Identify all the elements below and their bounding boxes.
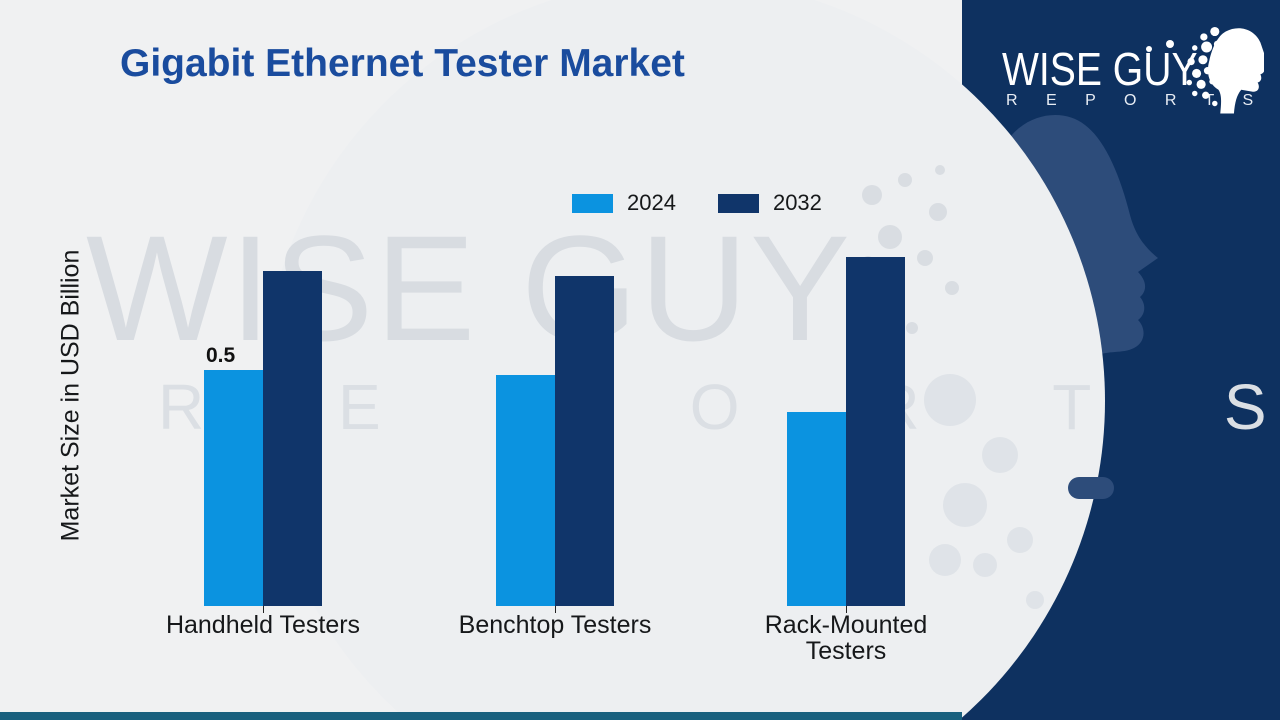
decorative-blob [973,553,997,577]
brand-accent-dot [1146,46,1152,52]
watermark-dot [929,203,947,221]
decorative-blob [1007,527,1033,553]
watermark-dot [862,185,882,205]
logo-head-icon [1186,26,1264,114]
watermark-wise-guy: WISE GUY [86,204,853,372]
watermark-dot [898,173,912,187]
brand-reports-text: R E P O R T S [1006,92,1266,109]
decorative-blob [1026,591,1044,609]
x-axis-tick [846,606,847,613]
legend-item-2032: 2032 [717,190,822,216]
decorative-blob [924,374,976,426]
legend-label: 2024 [627,190,676,215]
bottom-accent-bar [0,712,962,720]
watermark-dot [945,281,959,295]
decorative-blob [943,483,987,527]
page-title: Gigabit Ethernet Tester Market [120,42,685,85]
decorative-blob [982,437,1018,473]
bar-value-label: 0.5 [206,344,236,367]
legend-swatch [572,193,613,213]
brand-wordmark: WISE GUY [1002,43,1198,95]
watermark-dot [906,322,918,334]
bar-handheld-testers-2024 [204,370,263,606]
brand-accent-dot [1166,40,1174,48]
x-axis-tick [555,606,556,613]
bar-benchtop-testers-2024 [496,375,555,606]
category-label-rack-mounted-testers: Rack-Mounted Testers [764,611,928,665]
decorative-blob [929,544,961,576]
face-neck-shape [1068,477,1114,499]
legend-item-2024: 2024 [572,190,676,216]
watermark-reports: R E P O R T S [158,371,1280,443]
legend-swatch [717,193,759,213]
background-circle [261,0,1105,720]
watermark-dot [878,225,902,249]
x-axis-tick [263,606,264,613]
watermark-dot [917,250,933,266]
bar-handheld-testers-2032 [263,271,322,606]
chart-legend: 2024 2032 [572,190,822,216]
bar-rack-mounted-testers-2024 [787,412,846,606]
watermark-dot [935,165,945,175]
category-label-benchtop-testers: Benchtop Testers [458,611,652,639]
bar-rack-mounted-testers-2032 [846,257,905,606]
category-label-handheld-testers: Handheld Testers [165,611,361,639]
bar-benchtop-testers-2032 [555,276,614,606]
legend-label: 2032 [772,190,822,215]
